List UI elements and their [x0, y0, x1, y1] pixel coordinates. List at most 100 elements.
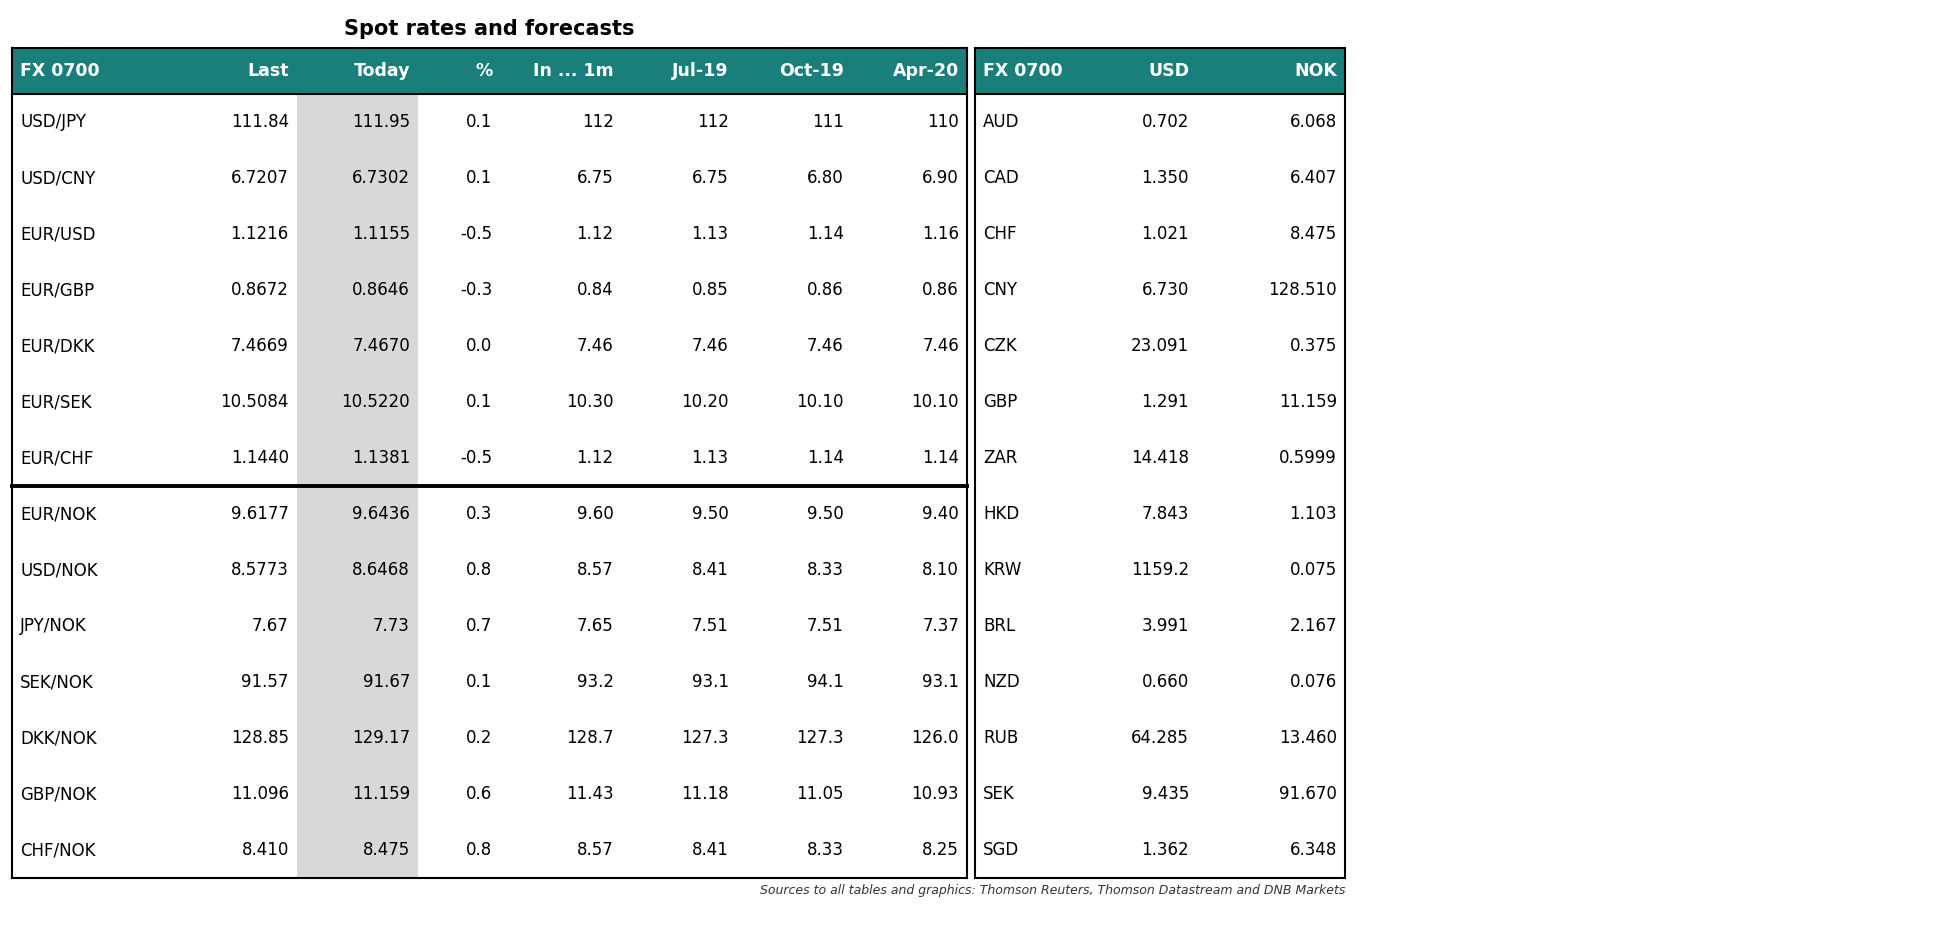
- Bar: [418, 150, 501, 206]
- Bar: [176, 48, 296, 94]
- Text: CAD: CAD: [983, 169, 1018, 187]
- Text: 1.350: 1.350: [1142, 169, 1188, 187]
- Bar: [737, 318, 851, 374]
- Text: 91.670: 91.670: [1279, 785, 1337, 803]
- Text: 7.46: 7.46: [807, 337, 844, 355]
- Text: 1.291: 1.291: [1142, 393, 1188, 411]
- Bar: [975, 654, 1082, 710]
- Bar: [1198, 654, 1345, 710]
- Bar: [851, 94, 968, 150]
- Text: 7.51: 7.51: [693, 617, 729, 635]
- Text: 7.51: 7.51: [807, 617, 844, 635]
- Bar: [176, 262, 296, 318]
- Bar: [12, 150, 176, 206]
- Bar: [296, 654, 418, 710]
- Bar: [296, 822, 418, 878]
- Bar: [737, 766, 851, 822]
- Text: 7.67: 7.67: [252, 617, 288, 635]
- Text: 0.6: 0.6: [466, 785, 491, 803]
- Text: 13.460: 13.460: [1279, 729, 1337, 747]
- Bar: [501, 822, 621, 878]
- Text: 0.5999: 0.5999: [1279, 449, 1337, 467]
- Text: 0.86: 0.86: [923, 281, 960, 299]
- Bar: [418, 262, 501, 318]
- Bar: [12, 262, 176, 318]
- Bar: [176, 486, 296, 542]
- Text: 0.86: 0.86: [807, 281, 844, 299]
- Text: 94.1: 94.1: [807, 673, 844, 691]
- Bar: [12, 598, 176, 654]
- Bar: [176, 710, 296, 766]
- Text: 1.12: 1.12: [577, 449, 613, 467]
- Text: 1.13: 1.13: [691, 225, 729, 243]
- Bar: [851, 542, 968, 598]
- Bar: [975, 598, 1082, 654]
- Text: EUR/NOK: EUR/NOK: [19, 505, 97, 523]
- Text: 91.57: 91.57: [242, 673, 288, 691]
- Text: 128.85: 128.85: [230, 729, 288, 747]
- Text: 93.2: 93.2: [577, 673, 613, 691]
- Bar: [975, 822, 1082, 878]
- Bar: [176, 150, 296, 206]
- Text: 6.7207: 6.7207: [230, 169, 288, 187]
- Bar: [1082, 374, 1198, 430]
- Bar: [296, 598, 418, 654]
- Text: FX 0700: FX 0700: [983, 62, 1062, 80]
- Bar: [1198, 542, 1345, 598]
- Text: 6.348: 6.348: [1289, 841, 1337, 859]
- Text: 8.410: 8.410: [242, 841, 288, 859]
- Bar: [501, 710, 621, 766]
- Text: 1.14: 1.14: [807, 449, 844, 467]
- Bar: [851, 430, 968, 486]
- Bar: [12, 94, 176, 150]
- Text: 9.40: 9.40: [923, 505, 960, 523]
- Text: 93.1: 93.1: [691, 673, 729, 691]
- Bar: [418, 206, 501, 262]
- Bar: [12, 318, 176, 374]
- Bar: [418, 430, 501, 486]
- Bar: [296, 542, 418, 598]
- Text: 1159.2: 1159.2: [1130, 561, 1188, 579]
- Text: 7.65: 7.65: [577, 617, 613, 635]
- Bar: [621, 262, 737, 318]
- Bar: [296, 94, 418, 150]
- Bar: [975, 262, 1082, 318]
- Text: 111: 111: [813, 113, 844, 131]
- Bar: [501, 486, 621, 542]
- Bar: [851, 766, 968, 822]
- Bar: [1082, 542, 1198, 598]
- Bar: [621, 374, 737, 430]
- Text: 6.7302: 6.7302: [352, 169, 410, 187]
- Bar: [975, 206, 1082, 262]
- Bar: [737, 94, 851, 150]
- Text: USD/CNY: USD/CNY: [19, 169, 95, 187]
- Bar: [418, 542, 501, 598]
- Bar: [1082, 766, 1198, 822]
- Text: GBP/NOK: GBP/NOK: [19, 785, 97, 803]
- Bar: [975, 94, 1082, 150]
- Bar: [12, 48, 176, 94]
- Text: 0.1: 0.1: [466, 673, 491, 691]
- Text: 6.75: 6.75: [693, 169, 729, 187]
- Text: In ... 1m: In ... 1m: [532, 62, 613, 80]
- Text: 111.95: 111.95: [352, 113, 410, 131]
- Bar: [975, 318, 1082, 374]
- Text: Jul-19: Jul-19: [671, 62, 729, 80]
- Bar: [1198, 206, 1345, 262]
- Bar: [851, 710, 968, 766]
- Bar: [501, 150, 621, 206]
- Text: 7.843: 7.843: [1142, 505, 1188, 523]
- Text: Sources to all tables and graphics: Thomson Reuters, Thomson Datastream and DNB : Sources to all tables and graphics: Thom…: [760, 884, 1345, 897]
- Bar: [1198, 374, 1345, 430]
- Text: SEK/NOK: SEK/NOK: [19, 673, 93, 691]
- Text: NZD: NZD: [983, 673, 1020, 691]
- Bar: [501, 766, 621, 822]
- Text: 128.7: 128.7: [567, 729, 613, 747]
- Text: 10.93: 10.93: [911, 785, 960, 803]
- Bar: [176, 430, 296, 486]
- Bar: [737, 374, 851, 430]
- Text: CHF: CHF: [983, 225, 1016, 243]
- Text: 8.475: 8.475: [362, 841, 410, 859]
- Bar: [1082, 150, 1198, 206]
- Bar: [296, 710, 418, 766]
